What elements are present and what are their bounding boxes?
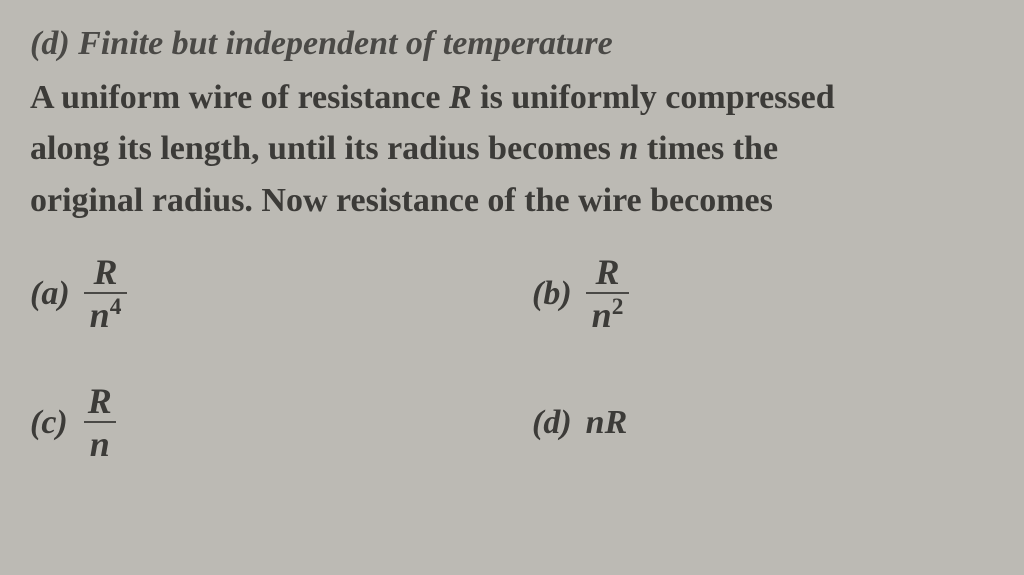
q-line2-var: n [619, 130, 638, 167]
option-b-denominator: n2 [586, 292, 630, 333]
options-grid: (a) R n4 (b) R n2 (c) R n [30, 254, 994, 462]
question-line-3: original radius. Now resistance of the w… [30, 177, 994, 225]
option-c-denominator: n [84, 421, 116, 462]
option-b-label: (b) [532, 275, 572, 313]
option-b-den-exp: 2 [612, 294, 624, 320]
question-line-1: A uniform wire of resistance R is unifor… [30, 74, 994, 122]
q-line2-prefix: along its length, until its radius becom… [30, 130, 619, 167]
question-stem: A uniform wire of resistance R is unifor… [30, 74, 994, 225]
option-c-label: (c) [30, 404, 68, 442]
q-line1-var: R [449, 79, 472, 116]
option-b-den-base: n [592, 295, 612, 335]
option-a: (a) R n4 [30, 254, 492, 333]
option-a-numerator: R [88, 254, 124, 292]
option-a-denominator: n4 [84, 292, 128, 333]
prev-option-d: (d) Finite but independent of temperatur… [30, 20, 994, 68]
option-a-den-exp: 4 [110, 294, 122, 320]
option-d: (d) nR [532, 383, 994, 462]
question-line-2: along its length, until its radius becom… [30, 125, 994, 173]
option-b-fraction: R n2 [586, 254, 630, 333]
option-c: (c) R n [30, 383, 492, 462]
option-a-fraction: R n4 [84, 254, 128, 333]
q-line2-suffix: times the [638, 130, 778, 167]
prev-option-d-text: Finite but independent of temperature [78, 25, 613, 62]
option-d-label: (d) [532, 404, 572, 442]
option-c-fraction: R n [82, 383, 118, 462]
option-a-label: (a) [30, 275, 70, 313]
option-c-numerator: R [82, 383, 118, 421]
q-line1-prefix: A uniform wire of resistance [30, 79, 449, 116]
q-line1-suffix: is uniformly compressed [472, 79, 835, 116]
prev-option-d-label: (d) [30, 25, 70, 62]
page-container: (d) Finite but independent of temperatur… [0, 0, 1024, 575]
option-b-numerator: R [590, 254, 626, 292]
option-a-den-base: n [90, 295, 110, 335]
option-c-den-base: n [90, 424, 110, 464]
option-d-text: nR [586, 404, 628, 442]
option-b: (b) R n2 [532, 254, 994, 333]
